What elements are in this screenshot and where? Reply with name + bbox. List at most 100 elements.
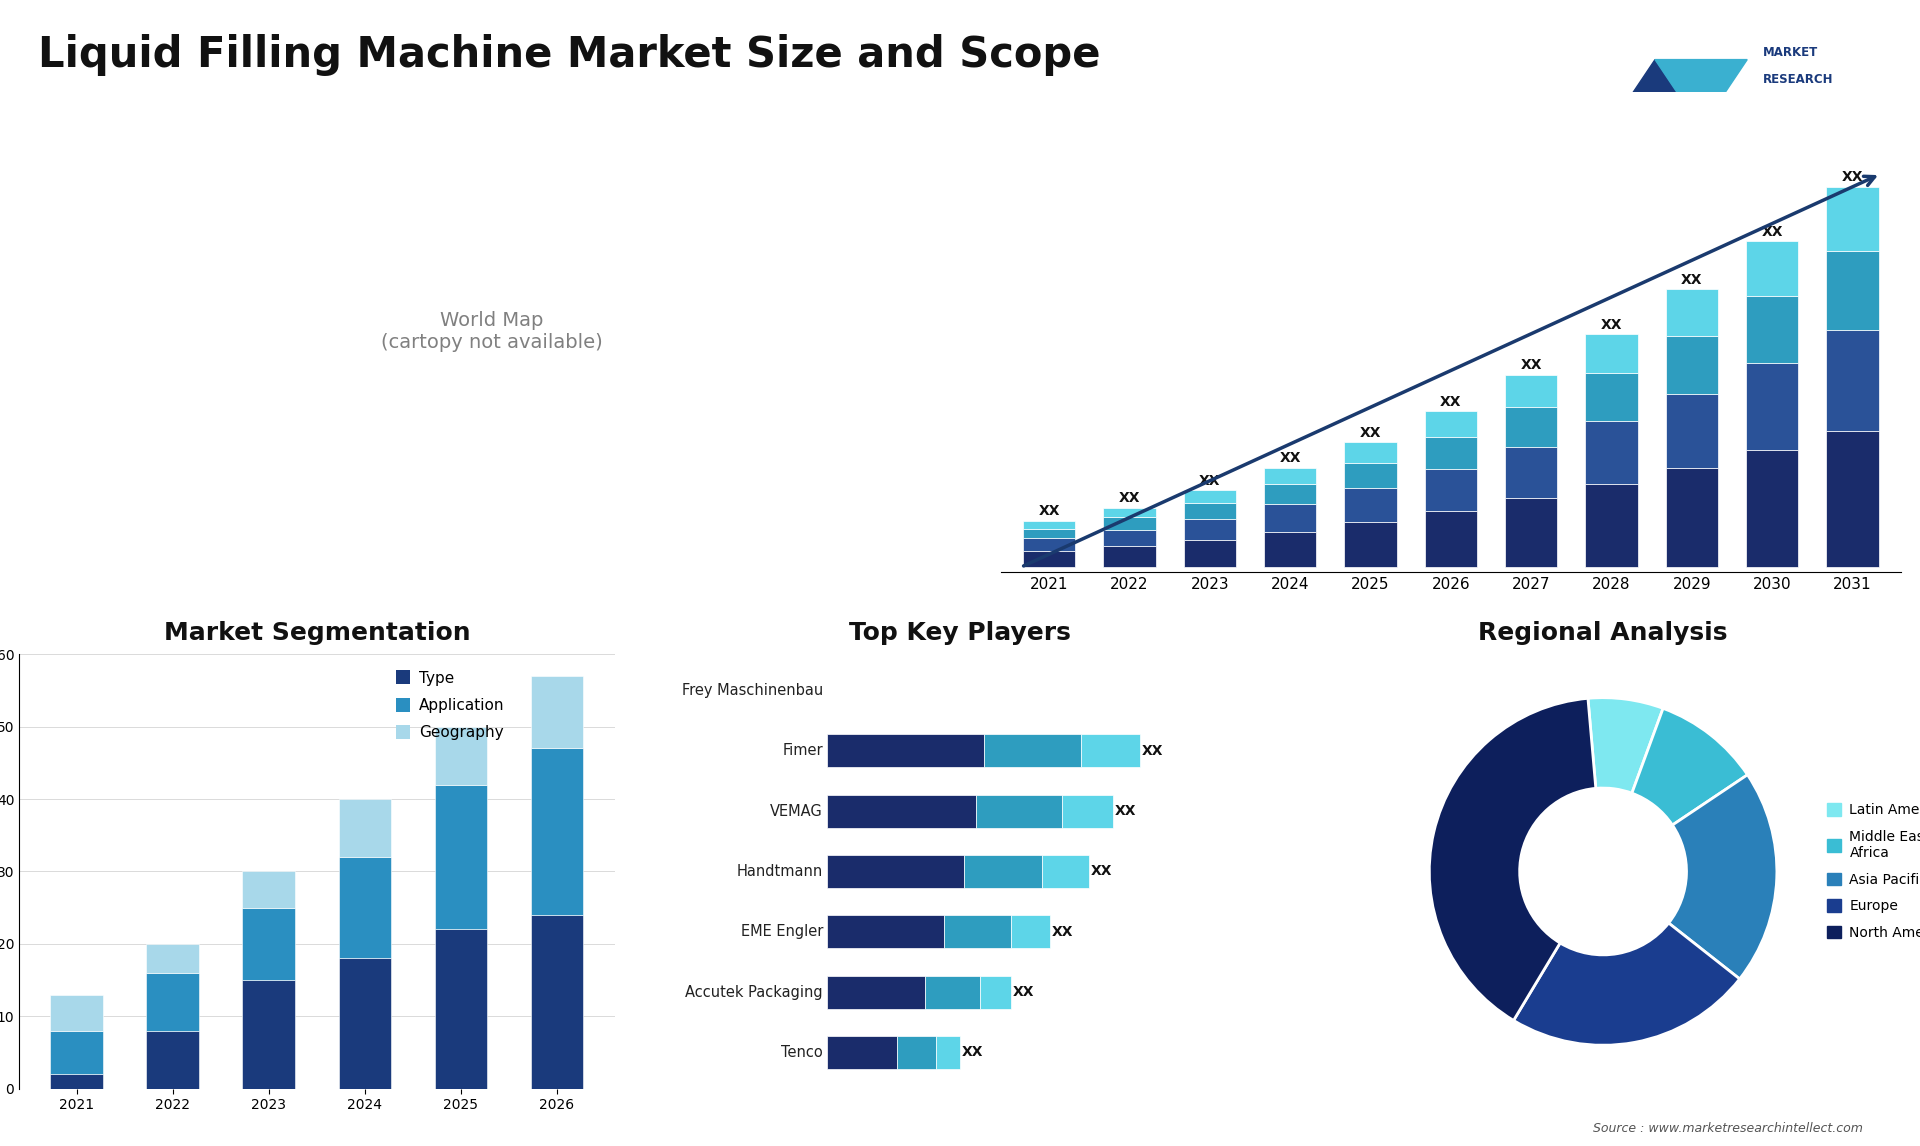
Bar — [50, 1074, 104, 1089]
Bar — [1104, 517, 1156, 531]
Bar — [937, 1036, 960, 1069]
Bar — [1425, 437, 1476, 469]
Title: Regional Analysis: Regional Analysis — [1478, 621, 1728, 645]
Text: EME Engler: EME Engler — [741, 925, 824, 940]
Bar — [1104, 508, 1156, 517]
Bar — [1185, 540, 1236, 567]
Bar — [338, 857, 392, 958]
Legend: Type, Application, Geography: Type, Application, Geography — [396, 670, 505, 740]
Text: RESEARCH: RESEARCH — [1763, 73, 1834, 86]
Text: Tenco: Tenco — [781, 1045, 824, 1060]
Text: XX: XX — [1761, 225, 1784, 238]
Text: XX: XX — [1359, 425, 1380, 440]
Text: Source : www.marketresearchintellect.com: Source : www.marketresearchintellect.com — [1592, 1122, 1862, 1135]
Text: XX: XX — [1200, 473, 1221, 488]
Text: XX: XX — [962, 1045, 983, 1060]
Bar — [338, 958, 392, 1089]
Bar — [1185, 490, 1236, 503]
Text: XX: XX — [1279, 452, 1302, 465]
Bar — [146, 944, 200, 973]
Bar — [1263, 484, 1317, 504]
Bar — [1062, 794, 1114, 827]
Bar — [1505, 447, 1557, 499]
Bar — [1745, 450, 1799, 567]
Bar — [242, 980, 296, 1089]
Bar — [1263, 468, 1317, 484]
Bar — [1826, 187, 1878, 251]
Bar — [1425, 469, 1476, 511]
Bar — [1012, 916, 1050, 949]
Bar — [1344, 523, 1396, 567]
Wedge shape — [1588, 698, 1663, 793]
Wedge shape — [1428, 698, 1596, 1020]
Text: XX: XX — [1014, 986, 1035, 999]
Bar — [979, 975, 1012, 1008]
Bar — [828, 855, 964, 888]
Bar — [434, 727, 488, 785]
Text: XX: XX — [1841, 171, 1862, 185]
Bar — [1586, 372, 1638, 421]
Bar — [964, 855, 1043, 888]
Bar — [1826, 251, 1878, 330]
Bar — [1185, 519, 1236, 540]
Bar — [1505, 407, 1557, 447]
Bar — [1104, 547, 1156, 567]
Bar — [1505, 375, 1557, 407]
Bar — [434, 929, 488, 1089]
Text: World Map
(cartopy not available): World Map (cartopy not available) — [380, 312, 603, 352]
Text: XX: XX — [1142, 744, 1164, 758]
Text: MARKET: MARKET — [1763, 46, 1818, 58]
Text: XX: XX — [1116, 804, 1137, 818]
Legend: Latin America, Middle East &
Africa, Asia Pacific, Europe, North America: Latin America, Middle East & Africa, Asi… — [1828, 803, 1920, 940]
Bar — [1081, 735, 1140, 768]
Text: Handtmann: Handtmann — [737, 864, 824, 879]
Bar — [530, 676, 584, 748]
Bar — [945, 916, 1012, 949]
Bar — [828, 794, 975, 827]
Bar — [983, 735, 1081, 768]
Wedge shape — [1632, 708, 1747, 825]
Bar — [828, 735, 983, 768]
Text: XX: XX — [1052, 925, 1073, 939]
Text: XX: XX — [1601, 317, 1622, 332]
Bar — [1667, 336, 1718, 394]
Bar — [146, 973, 200, 1030]
Bar — [1263, 504, 1317, 532]
Bar — [1505, 499, 1557, 567]
Title: Market Segmentation: Market Segmentation — [163, 621, 470, 645]
Bar — [242, 871, 296, 908]
Bar — [1667, 394, 1718, 468]
Text: VEMAG: VEMAG — [770, 803, 824, 818]
Text: XX: XX — [1119, 492, 1140, 505]
Bar — [1023, 551, 1075, 567]
Bar — [1023, 539, 1075, 551]
Bar — [1043, 855, 1089, 888]
Bar — [1586, 484, 1638, 567]
Bar — [50, 995, 104, 1030]
Bar — [1344, 442, 1396, 463]
Bar — [975, 794, 1062, 827]
Bar — [1667, 468, 1718, 567]
Bar — [242, 908, 296, 980]
Text: XX: XX — [1091, 864, 1114, 879]
Bar — [1425, 411, 1476, 437]
Text: XX: XX — [1039, 504, 1060, 518]
Text: Liquid Filling Machine Market Size and Scope: Liquid Filling Machine Market Size and S… — [38, 34, 1100, 77]
Bar — [1344, 488, 1396, 523]
Text: XX: XX — [1440, 395, 1461, 409]
Bar — [530, 915, 584, 1089]
Bar — [1263, 532, 1317, 567]
Bar — [1826, 431, 1878, 567]
Bar — [1425, 511, 1476, 567]
Bar — [434, 785, 488, 929]
Bar — [530, 748, 584, 915]
Bar — [1023, 528, 1075, 539]
Wedge shape — [1668, 775, 1776, 979]
Bar — [1745, 242, 1799, 296]
Bar — [338, 799, 392, 857]
Title: Top Key Players: Top Key Players — [849, 621, 1071, 645]
Bar — [897, 1036, 937, 1069]
Bar — [1344, 463, 1396, 488]
Bar — [1667, 290, 1718, 336]
Bar — [925, 975, 979, 1008]
